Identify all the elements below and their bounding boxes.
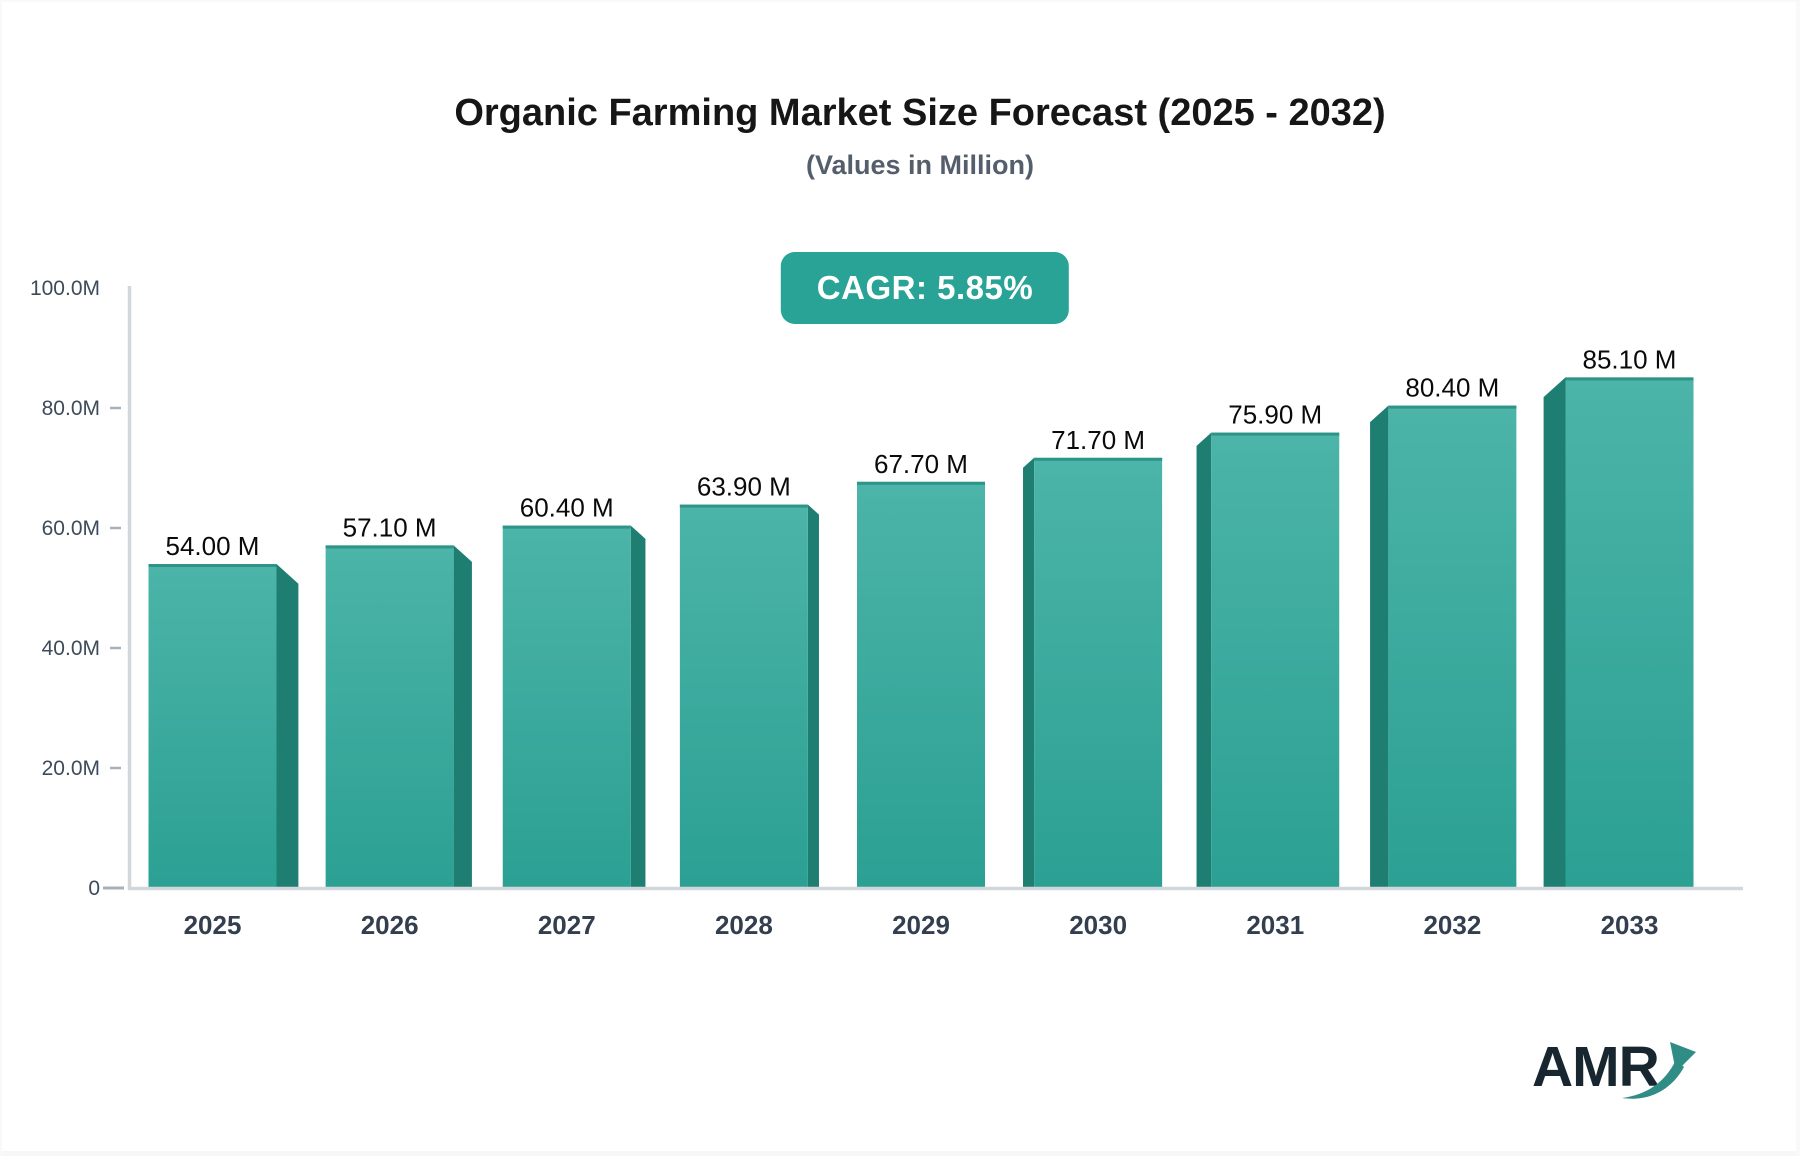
bar-value-label-2033: 85.10 M — [1583, 344, 1677, 374]
x-axis-label-2028: 2028 — [715, 910, 773, 940]
chart-title: Organic Farming Market Size Forecast (20… — [454, 92, 1386, 134]
bottom-edge-divider — [0, 1151, 1800, 1156]
x-axis-label-2031: 2031 — [1246, 910, 1304, 940]
bar-2033 — [1565, 377, 1694, 888]
growth-arrow-icon — [1622, 1042, 1696, 1099]
chart-subtitle: (Values in Million) — [805, 150, 1035, 180]
bar-side-face-2027 — [630, 525, 646, 888]
bar-side-face-2033 — [1543, 377, 1566, 888]
bar-side-face-2032 — [1370, 405, 1389, 888]
bar-value-label-2030: 71.70 M — [1051, 425, 1145, 455]
left-edge-divider — [0, 0, 2, 1156]
y-axis-tick-label-100.0M: 100.0M — [30, 277, 100, 300]
cagr-badge: CAGR: 5.85% — [780, 252, 1070, 324]
bar-2030 — [1034, 457, 1163, 888]
bar-2026 — [325, 545, 454, 888]
bar-2025 — [148, 564, 277, 888]
x-axis-label-2030: 2030 — [1069, 910, 1127, 940]
bar-value-label-2027: 60.40 M — [520, 493, 614, 523]
bar-side-face-2026 — [453, 545, 472, 888]
bar-top-edge-2032 — [1388, 405, 1517, 409]
x-axis-label-2027: 2027 — [538, 910, 596, 940]
bar-value-label-2029: 67.70 M — [874, 449, 968, 479]
bar-side-face-2025 — [276, 564, 299, 888]
amr-logo-text: AMR — [1532, 1035, 1660, 1099]
x-axis-label-2033: 2033 — [1601, 910, 1659, 940]
x-axis-label-2029: 2029 — [892, 910, 950, 940]
bar-side-face-2031 — [1196, 432, 1212, 888]
bar-value-label-2032: 80.40 M — [1405, 373, 1499, 403]
bar-side-face-2028 — [807, 504, 819, 888]
bar-value-label-2031: 75.90 M — [1228, 400, 1322, 430]
amr-logo: AMR — [1532, 1034, 1722, 1118]
bar-top-edge-2028 — [679, 504, 808, 508]
y-axis-tick-label-60.0M: 60.0M — [42, 517, 100, 540]
bar-2032 — [1388, 405, 1517, 888]
y-axis-tick-label-80.0M: 80.0M — [42, 397, 100, 420]
bar-value-label-2026: 57.10 M — [343, 512, 437, 542]
y-axis-tick-label-40.0M: 40.0M — [42, 637, 100, 660]
x-axis-label-2025: 2025 — [184, 910, 242, 940]
bar-top-edge-2029 — [857, 481, 985, 485]
x-axis-label-2026: 2026 — [361, 910, 419, 940]
y-axis-tick-label-0: 0 — [88, 877, 100, 900]
right-edge-divider — [1796, 0, 1800, 1156]
bar-2027 — [502, 525, 631, 888]
bar-top-edge-2027 — [502, 525, 631, 529]
bar-top-edge-2025 — [148, 564, 277, 567]
y-axis-tick-label-20.0M: 20.0M — [42, 757, 100, 780]
bar-2028 — [679, 504, 808, 888]
bar-top-edge-2033 — [1565, 377, 1694, 381]
bar-top-edge-2030 — [1034, 457, 1163, 461]
bar-value-label-2028: 63.90 M — [697, 472, 791, 502]
top-edge-divider — [0, 0, 1800, 2]
bar-side-face-2030 — [1023, 457, 1035, 888]
x-axis-label-2032: 2032 — [1423, 910, 1481, 940]
bar-top-edge-2026 — [325, 545, 454, 549]
bar-2031 — [1211, 432, 1340, 888]
bar-top-edge-2031 — [1211, 432, 1340, 436]
bar-2029 — [857, 481, 985, 888]
bar-value-label-2025: 54.00 M — [166, 531, 260, 561]
